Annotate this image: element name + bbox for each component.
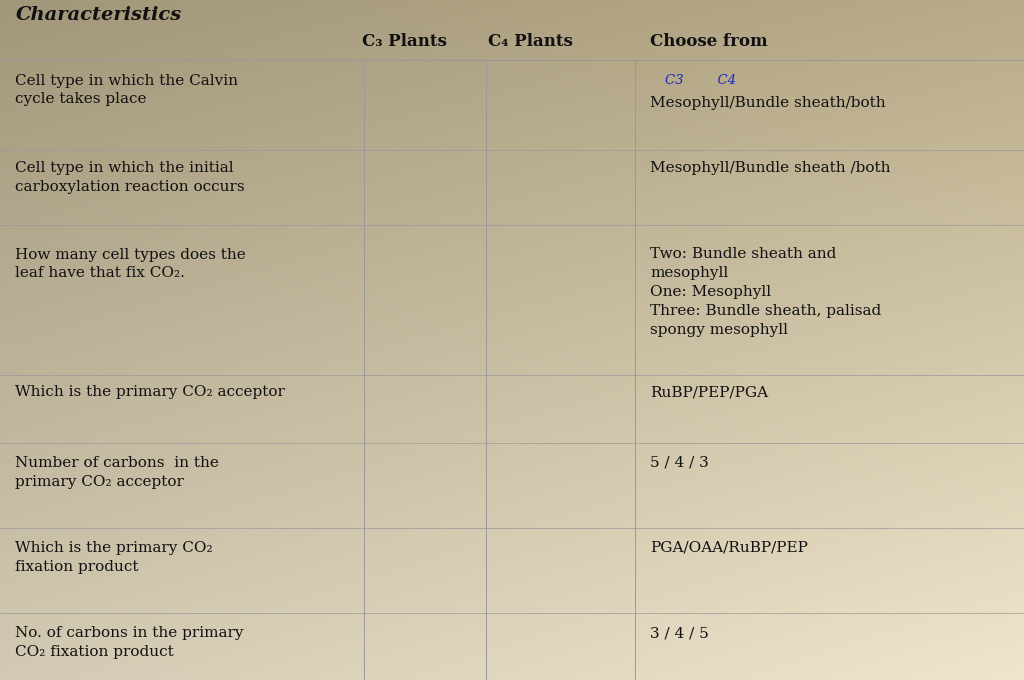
Text: Number of carbons  in the
primary CO₂ acceptor: Number of carbons in the primary CO₂ acc… [15, 456, 219, 489]
Text: Two: Bundle sheath and
mesophyll
One: Mesophyll
Three: Bundle sheath, palisad
sp: Two: Bundle sheath and mesophyll One: Me… [650, 248, 882, 337]
Text: Cell type in which the initial
carboxylation reaction occurs: Cell type in which the initial carboxyla… [15, 161, 245, 194]
Text: C3        C4: C3 C4 [666, 73, 736, 86]
Text: PGA/OAA/RuBP/PEP: PGA/OAA/RuBP/PEP [650, 541, 808, 555]
Text: RuBP/PEP/PGA: RuBP/PEP/PGA [650, 385, 768, 399]
Text: Characteristics: Characteristics [15, 6, 181, 24]
Text: How many cell types does the
leaf have that fix CO₂.: How many cell types does the leaf have t… [15, 248, 246, 280]
Text: C₃ Plants: C₃ Plants [362, 33, 446, 50]
Text: Mesophyll/Bundle sheath /both: Mesophyll/Bundle sheath /both [650, 161, 891, 175]
Text: Which is the primary CO₂ acceptor: Which is the primary CO₂ acceptor [15, 385, 286, 399]
Text: Choose from: Choose from [650, 33, 768, 50]
Text: Cell type in which the Calvin
cycle takes place: Cell type in which the Calvin cycle take… [15, 73, 239, 107]
Text: C₄ Plants: C₄ Plants [488, 33, 572, 50]
Text: Which is the primary CO₂
fixation product: Which is the primary CO₂ fixation produc… [15, 541, 213, 574]
Text: Mesophyll/Bundle sheath/both: Mesophyll/Bundle sheath/both [650, 95, 886, 109]
Text: No. of carbons in the primary
CO₂ fixation product: No. of carbons in the primary CO₂ fixati… [15, 626, 244, 660]
Text: 3 / 4 / 5: 3 / 4 / 5 [650, 626, 709, 641]
Text: 5 / 4 / 3: 5 / 4 / 3 [650, 456, 709, 470]
